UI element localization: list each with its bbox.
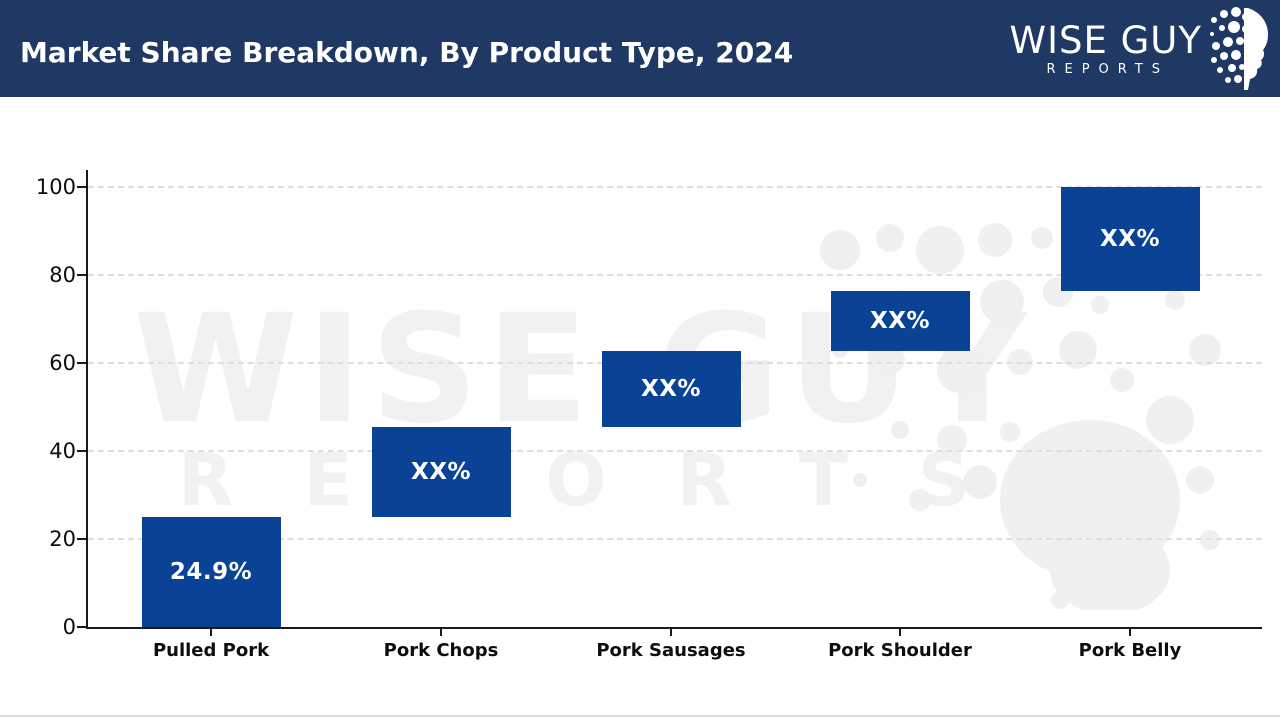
header-bar: Market Share Breakdown, By Product Type,… — [0, 0, 1280, 97]
y-axis-tick-label: 100 — [35, 175, 76, 199]
gridline-20 — [88, 538, 1262, 540]
x-axis-category-label: Pulled Pork — [152, 640, 270, 661]
logo-wordmark: WISE GUY — [1009, 19, 1202, 62]
wiseguy-logo-text: WISE GUY REPORTS — [1009, 19, 1202, 78]
x-axis-tick — [1129, 629, 1131, 636]
x-axis-category-label: Pork Chops — [383, 640, 499, 661]
y-axis-tick — [77, 538, 86, 540]
x-axis-category-label: Pork Belly — [1078, 640, 1182, 661]
x-axis-tick — [899, 629, 901, 636]
y-axis-tick-label: 20 — [49, 527, 76, 551]
bar-pork-chops: XX% — [371, 427, 511, 518]
watermark-text-reports: REPORTS — [178, 438, 1040, 522]
y-axis-tick-label: 80 — [49, 263, 76, 287]
x-axis-tick — [440, 629, 442, 636]
y-axis-tick-label: 60 — [49, 351, 76, 375]
bar-value-label: XX% — [869, 307, 930, 334]
y-axis-line — [86, 170, 88, 629]
y-axis-tick — [77, 626, 86, 628]
wiseguy-logo: WISE GUY REPORTS — [1010, 6, 1270, 92]
x-axis-line — [86, 627, 1262, 629]
y-axis-tick — [77, 186, 86, 188]
bar-pork-shoulder: XX% — [830, 290, 970, 352]
footer-divider — [0, 715, 1280, 717]
x-axis-category-label: Pork Shoulder — [828, 640, 972, 661]
x-axis-category-label: Pork Sausages — [596, 640, 746, 661]
y-axis-tick-label: 0 — [62, 615, 76, 639]
watermark-face-dots — [820, 223, 1221, 610]
y-axis-tick — [77, 362, 86, 364]
y-axis-tick — [77, 450, 86, 452]
bar-value-label: XX% — [1099, 225, 1160, 252]
x-axis-tick — [670, 629, 672, 636]
gridline-100 — [88, 186, 1262, 188]
y-axis-tick-label: 40 — [49, 439, 76, 463]
bar-pork-sausages: XX% — [601, 351, 741, 428]
bar-pulled-pork: 24.9% — [141, 517, 281, 627]
logo-face-icon — [1210, 7, 1268, 90]
bar-value-label: XX% — [410, 459, 471, 486]
y-axis-tick — [77, 274, 86, 276]
gridline-80 — [88, 274, 1262, 276]
bar-value-label: XX% — [640, 376, 701, 403]
x-axis-tick — [210, 629, 212, 636]
bar-pork-belly: XX% — [1060, 187, 1200, 291]
chart-title: Market Share Breakdown, By Product Type,… — [20, 36, 794, 69]
bar-value-label: 24.9% — [169, 559, 253, 586]
gridline-40 — [88, 450, 1262, 452]
logo-subtitle: REPORTS — [1046, 62, 1170, 77]
